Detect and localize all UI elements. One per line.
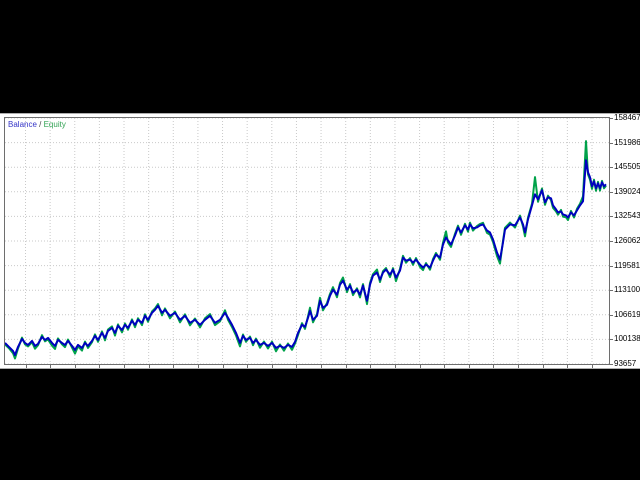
legend-separator: /: [36, 120, 44, 129]
y-axis-label: 113100: [614, 285, 640, 294]
x-axis-tick: [296, 365, 297, 368]
chart-strip: Balance / Equity 158467 151986 145505 13902…: [0, 114, 640, 368]
x-axis-tick: [321, 365, 322, 368]
x-axis-tick: [75, 365, 76, 368]
x-axis-tick: [567, 365, 568, 368]
y-axis-tick: [610, 143, 613, 144]
x-axis-tick: [124, 365, 125, 368]
y-axis-label: 151986: [614, 138, 640, 147]
bottom-letterbox-bar: [0, 369, 640, 480]
y-axis-tick: [610, 290, 613, 291]
bottom-separator-line: [0, 368, 640, 369]
x-axis-tick: [469, 365, 470, 368]
x-axis-tick: [149, 365, 150, 368]
top-separator-line: [0, 113, 640, 114]
x-axis-tick: [173, 365, 174, 368]
y-axis-label: 119581: [614, 261, 640, 270]
chart-legend: Balance / Equity: [8, 120, 66, 129]
x-axis-tick: [223, 365, 224, 368]
y-axis-tick: [610, 167, 613, 168]
x-axis-tick: [272, 365, 273, 368]
x-axis-tick: [99, 365, 100, 368]
x-axis-tick: [420, 365, 421, 368]
x-axis-tick: [346, 365, 347, 368]
x-axis-tick: [247, 365, 248, 368]
x-axis-tick: [592, 365, 593, 368]
y-axis-label: 106619: [614, 310, 640, 319]
balance-equity-chart: [5, 118, 609, 364]
grid-lines: [5, 118, 609, 364]
y-axis-tick: [610, 339, 613, 340]
x-axis-tick: [518, 365, 519, 368]
x-axis-tick: [198, 365, 199, 368]
x-axis-tick: [26, 365, 27, 368]
x-axis-tick: [444, 365, 445, 368]
y-axis-tick: [610, 241, 613, 242]
top-letterbox-bar: [0, 0, 640, 113]
x-axis-tick: [370, 365, 371, 368]
y-axis-label: 126062: [614, 236, 640, 245]
x-axis-tick: [493, 365, 494, 368]
y-axis-label: 158467: [614, 113, 640, 122]
y-axis-tick: [610, 216, 613, 217]
x-axis-tick: [543, 365, 544, 368]
x-axis-tick: [50, 365, 51, 368]
y-axis-label: 139024: [614, 187, 640, 196]
y-axis-label: 100138: [614, 334, 640, 343]
y-axis-label: 132543: [614, 211, 640, 220]
y-axis-label: 145505: [614, 162, 640, 171]
y-axis-tick: [610, 266, 613, 267]
balance-line: [5, 159, 607, 356]
y-axis-tick: [610, 192, 613, 193]
y-axis-tick: [610, 315, 613, 316]
y-axis-tick: [610, 364, 613, 365]
legend-equity-label: Equity: [43, 120, 66, 129]
x-axis-tick: [395, 365, 396, 368]
y-axis-label: 93657: [614, 359, 637, 368]
y-axis-tick: [610, 118, 613, 119]
plot-area[interactable]: Balance / Equity: [4, 117, 610, 365]
legend-balance-label: Balance: [8, 120, 37, 129]
